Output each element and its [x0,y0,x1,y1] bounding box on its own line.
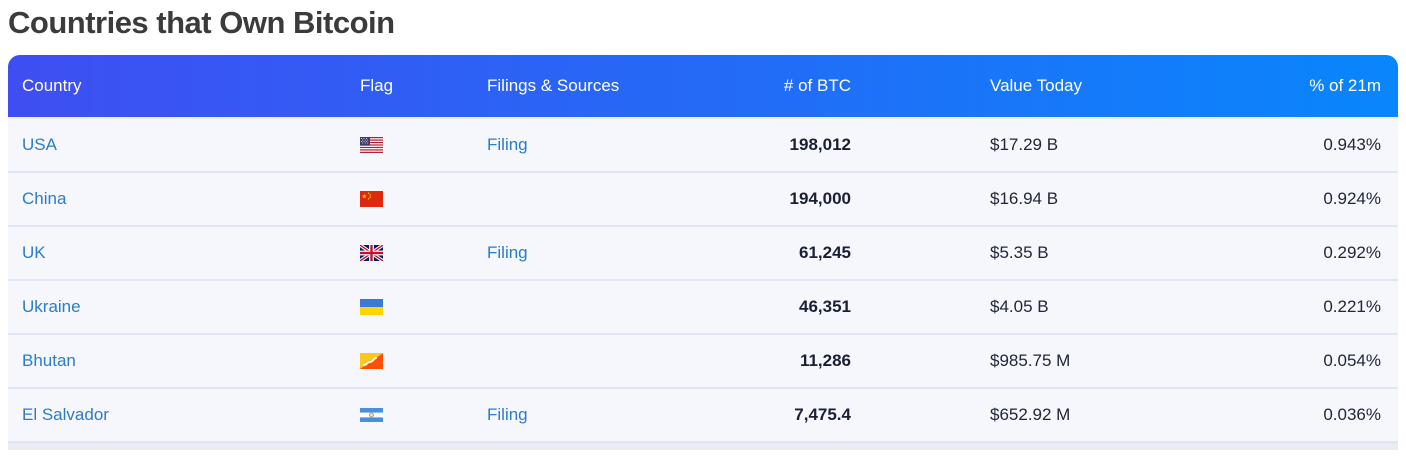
btc-amount: 198,012 [789,135,851,154]
column-header-flag: Flag [360,76,394,95]
pct-of-21m: 0.943% [1323,135,1381,154]
value-today: $16.94 B [990,189,1059,208]
column-header-btc: # of BTC [783,76,851,95]
uk-flag-icon [360,245,383,261]
table-row: Bhutan 11,286 $985.75 M 0.054% [8,335,1398,389]
column-header-filings: Filings & Sources [487,76,620,95]
column-header-value: Value Today [990,76,1082,95]
value-today: $985.75 M [990,351,1071,370]
pct-of-21m: 0.036% [1323,405,1381,424]
value-today: $17.29 B [990,135,1059,154]
country-link[interactable]: Ukraine [22,297,81,316]
pct-of-21m: 0.924% [1323,189,1381,208]
filing-link[interactable]: Filing [487,243,528,262]
btc-amount: 61,245 [799,243,851,262]
btc-amount: 46,351 [799,297,851,316]
value-today: $5.35 B [990,243,1049,262]
btc-amount: 11,286 [799,351,851,370]
filing-link[interactable]: Filing [487,135,528,154]
table-row: China 194,000 $16.94 B 0.924% [8,173,1398,227]
value-today: $4.05 B [990,297,1049,316]
country-link[interactable]: UK [22,243,46,262]
column-header-country: Country [22,76,82,95]
pct-of-21m: 0.221% [1323,297,1381,316]
usa-flag-icon [360,137,383,153]
ukraine-flag-icon [360,299,383,315]
page-title: Countries that Own Bitcoin [8,5,395,40]
btc-amount: 7,475.4 [794,405,851,424]
bhutan-flag-icon [360,353,383,369]
el-salvador-flag-icon [360,408,383,422]
table-header-row: Country Flag Filings & Sources # of BTC … [8,55,1398,119]
countries-table: Country Flag Filings & Sources # of BTC … [8,55,1398,450]
china-flag-icon [360,191,383,207]
table-row: UK Filing 61,245 $5.35 B 0.292% [8,227,1398,281]
column-header-pct: % of 21m [1309,76,1381,95]
pct-of-21m: 0.292% [1323,243,1381,262]
value-today: $652.92 M [990,405,1071,424]
pct-of-21m: 0.054% [1323,351,1381,370]
country-link[interactable]: Bhutan [22,351,76,370]
country-link[interactable]: El Salvador [22,405,109,424]
btc-amount: 194,000 [789,189,851,208]
table-row: USA Filing 198,012 $17.29 B 0.943% [8,119,1398,173]
table-row: Ukraine 46,351 $4.05 B 0.221% [8,281,1398,335]
table-row: El Salvador Filing 7,475.4 $652.92 M 0.0… [8,389,1398,443]
country-link[interactable]: China [22,189,67,208]
partial-next-row [8,443,1398,450]
table-body: USA Filing 198,012 $17.29 B 0.943% China… [8,119,1398,443]
country-link[interactable]: USA [22,135,57,154]
filing-link[interactable]: Filing [487,405,528,424]
